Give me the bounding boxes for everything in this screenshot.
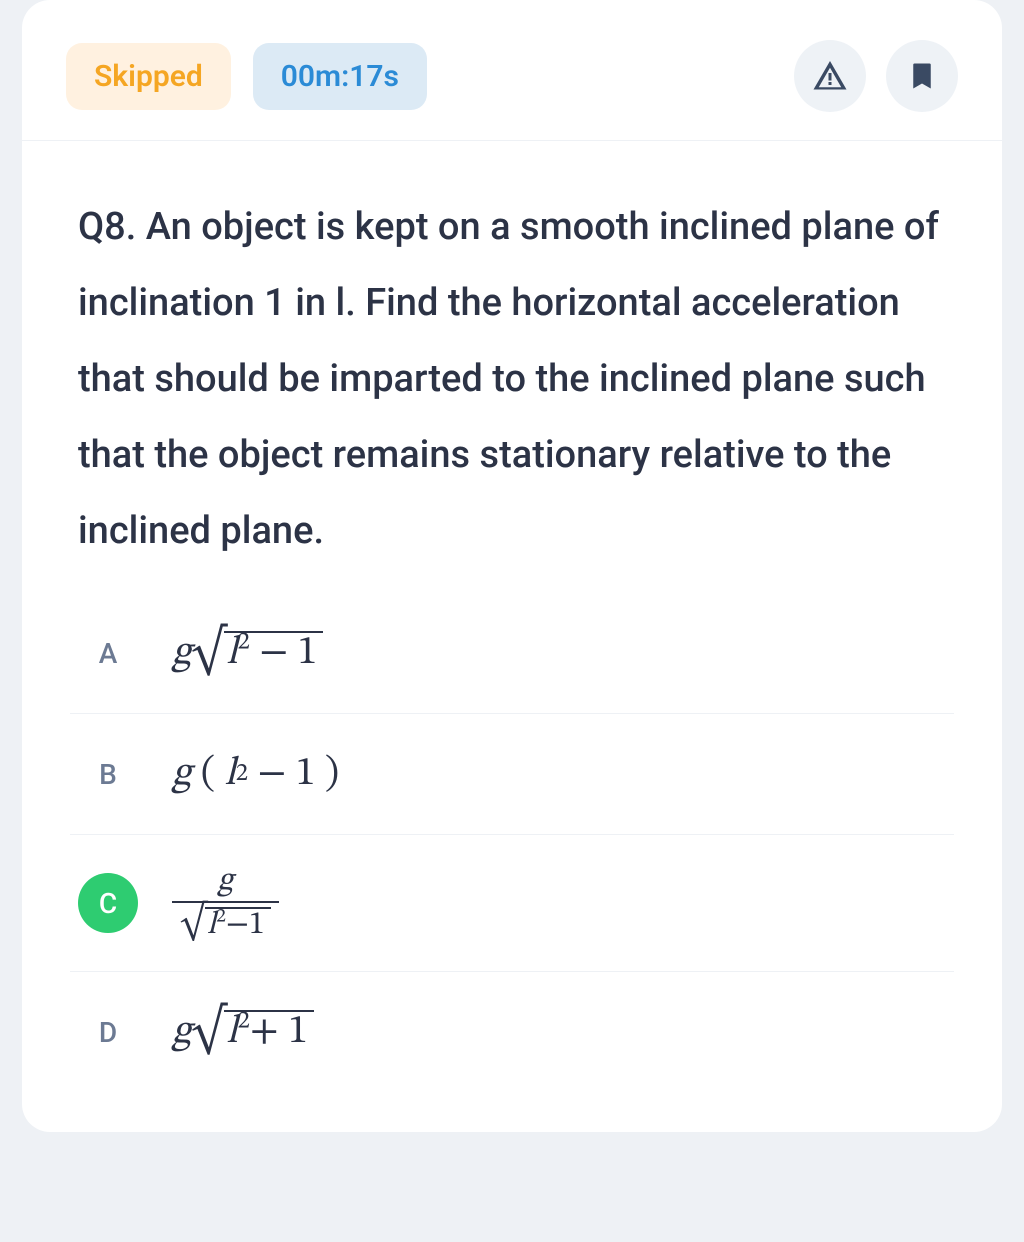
options-list: A g √l2 − 1 B g ( l2 − 1 ) C g √l2−1 [22, 569, 1002, 1132]
status-badge: Skipped [66, 43, 231, 110]
option-a[interactable]: A g √l2 − 1 [70, 593, 954, 714]
bookmark-icon [907, 59, 937, 93]
option-expression-b: g ( l2 − 1 ) [172, 754, 339, 794]
option-marker-c: C [78, 873, 138, 933]
question-block: Q8. An object is kept on a smooth inclin… [22, 141, 1002, 569]
report-button[interactable] [794, 40, 866, 112]
warning-icon [812, 58, 848, 94]
timer-badge: 00m:17s [253, 43, 427, 110]
option-expression-a: g √l2 − 1 [172, 631, 323, 675]
option-c[interactable]: C g √l2−1 [70, 835, 954, 972]
option-b[interactable]: B g ( l2 − 1 ) [70, 714, 954, 835]
option-expression-c: g √l2−1 [172, 865, 279, 941]
option-marker-a: A [78, 623, 138, 683]
top-bar: Skipped 00m:17s [22, 0, 1002, 141]
option-marker-d: D [78, 1002, 138, 1062]
option-d[interactable]: D g √l2+ 1 [70, 972, 954, 1092]
question-card: Skipped 00m:17s Q8. An object is kept on… [22, 0, 1002, 1132]
bookmark-button[interactable] [886, 40, 958, 112]
question-text: Q8. An object is kept on a smooth inclin… [78, 189, 946, 569]
option-expression-d: g √l2+ 1 [172, 1010, 314, 1054]
option-marker-b: B [78, 744, 138, 804]
